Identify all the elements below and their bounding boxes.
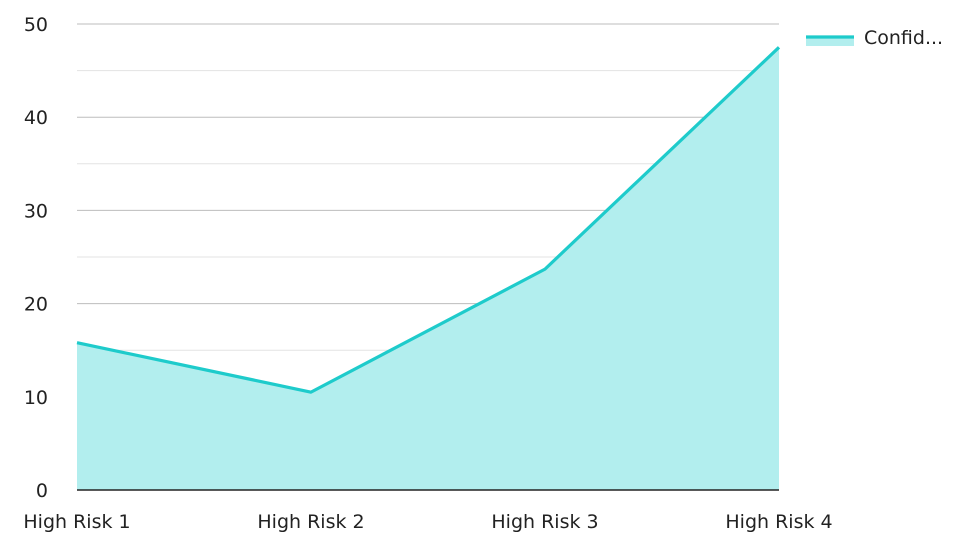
x-tick-label: High Risk 1 bbox=[23, 511, 130, 533]
legend-label: Confid... bbox=[864, 27, 943, 49]
y-tick-label: 0 bbox=[36, 480, 48, 502]
legend-swatch bbox=[806, 36, 854, 46]
series-line bbox=[76, 46, 781, 394]
y-tick-label: 30 bbox=[24, 200, 48, 222]
y-axis-ticks: 0 10 20 30 40 50 bbox=[24, 14, 48, 502]
series-area-fill bbox=[77, 47, 779, 491]
y-tick-label: 10 bbox=[24, 387, 48, 409]
legend: Confid... bbox=[806, 27, 943, 49]
x-axis-ticks: High Risk 1 High Risk 2 High Risk 3 High Ri… bbox=[23, 511, 832, 533]
y-tick-label: 40 bbox=[24, 107, 48, 129]
data-points bbox=[76, 47, 780, 393]
x-tick-label: High Risk 2 bbox=[257, 511, 364, 533]
x-tick-label: High Risk 4 bbox=[725, 511, 832, 533]
y-tick-label: 50 bbox=[24, 14, 48, 36]
y-tick-label: 20 bbox=[24, 294, 48, 316]
x-tick-label: High Risk 3 bbox=[491, 511, 598, 533]
